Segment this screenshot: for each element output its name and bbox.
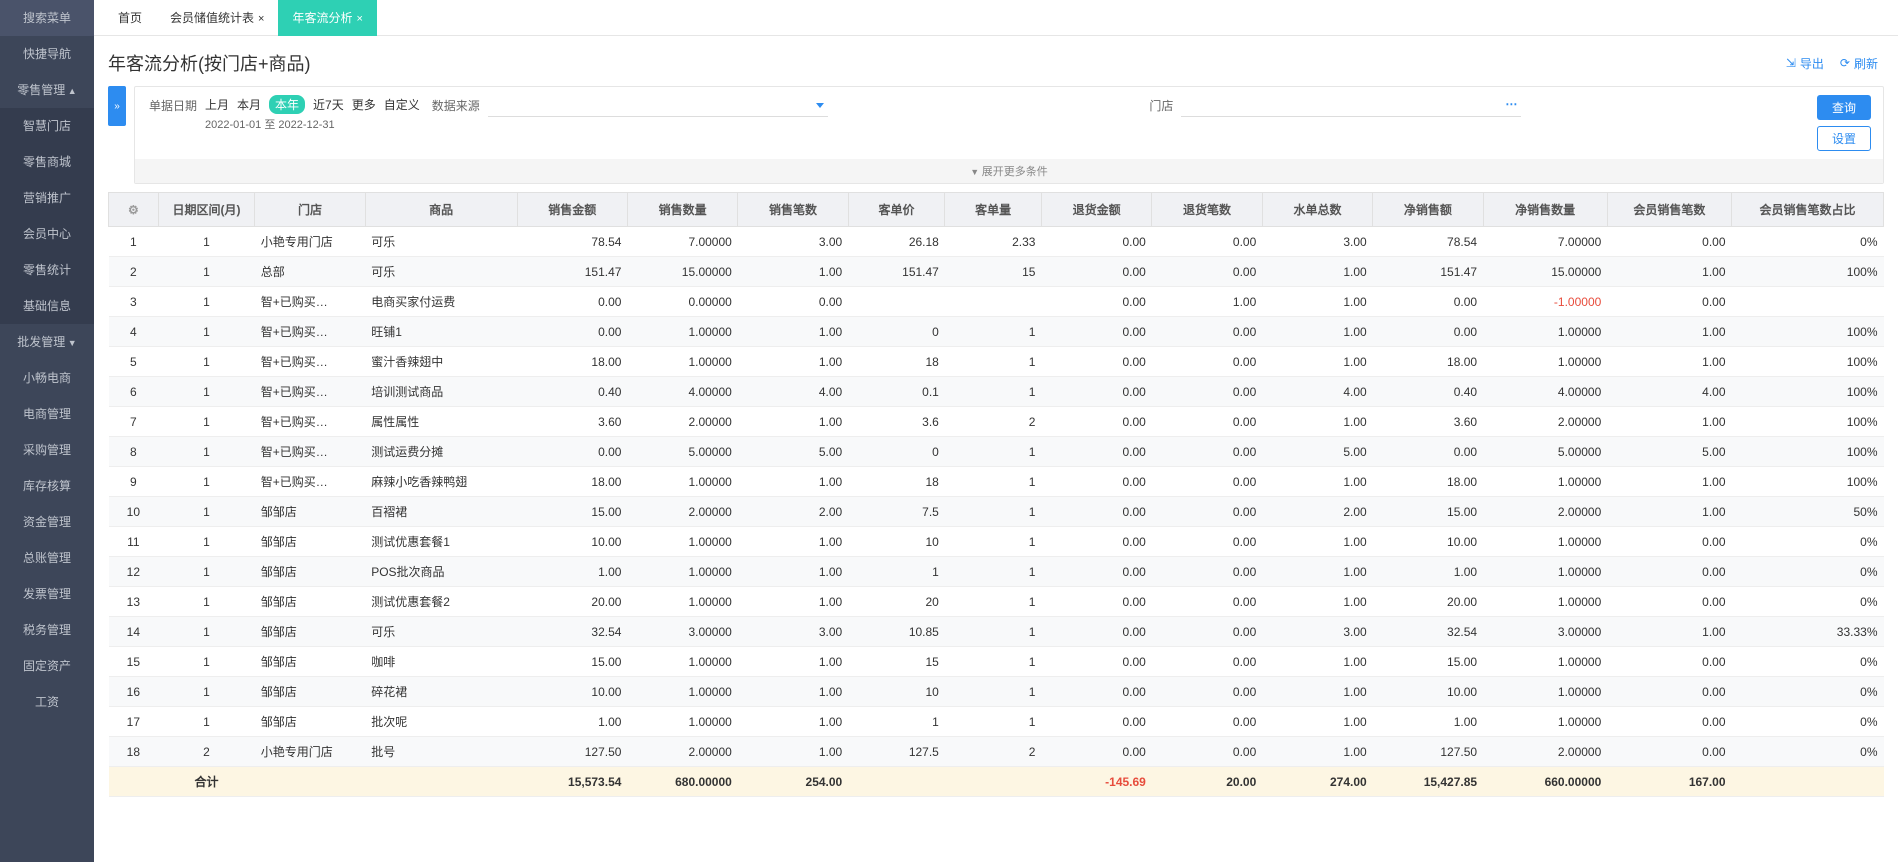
table-row[interactable]: 61智+已购买…培训测试商品0.404.000004.000.110.000.0… — [109, 377, 1884, 407]
table-row[interactable]: 81智+已购买…测试运费分摊0.005.000005.00010.000.005… — [109, 437, 1884, 467]
table-row[interactable]: 31智+已购买…电商买家付运费0.000.000000.000.001.001.… — [109, 287, 1884, 317]
export-button[interactable]: ⇲ 导出 — [1786, 55, 1824, 72]
sidebar-item[interactable]: 税务管理 — [0, 612, 94, 648]
table-row[interactable]: 71智+已购买…属性属性3.602.000001.003.620.000.001… — [109, 407, 1884, 437]
table-row[interactable]: 182小艳专用门店批号127.502.000001.00127.520.000.… — [109, 737, 1884, 767]
filter-collapse-toggle[interactable]: » — [108, 86, 126, 126]
date-shortcut[interactable]: 本年 — [269, 95, 305, 114]
tab-bar: 首页会员储值统计表×年客流分析× — [94, 0, 1898, 36]
column-header[interactable]: 销售笔数 — [738, 193, 848, 227]
column-header[interactable]: 水单总数 — [1262, 193, 1372, 227]
tab[interactable]: 首页 — [104, 0, 156, 36]
column-header[interactable]: 净销售额 — [1373, 193, 1483, 227]
sidebar-item[interactable]: 搜索菜单 — [0, 0, 94, 36]
refresh-icon: ⟳ — [1840, 56, 1850, 70]
gear-icon[interactable]: ⚙ — [128, 203, 139, 217]
table-row[interactable]: 131邹邹店测试优惠套餐220.001.000001.002010.000.00… — [109, 587, 1884, 617]
column-header[interactable]: 退货金额 — [1041, 193, 1151, 227]
sidebar-item[interactable]: 会员中心 — [0, 216, 94, 252]
table-row[interactable]: 51智+已购买…蜜汁香辣翅中18.001.000001.001810.000.0… — [109, 347, 1884, 377]
sidebar-item[interactable]: 资金管理 — [0, 504, 94, 540]
totals-row: 合计15,573.54680.00000254.00-145.6920.0027… — [109, 767, 1884, 797]
table-row[interactable]: 41智+已购买…旺铺10.001.000001.00010.000.001.00… — [109, 317, 1884, 347]
table-row[interactable]: 161邹邹店碎花裙10.001.000001.001010.000.001.00… — [109, 677, 1884, 707]
sidebar-item[interactable]: 总账管理 — [0, 540, 94, 576]
sidebar-item[interactable]: 批发管理 — [0, 324, 94, 360]
tab[interactable]: 会员储值统计表× — [156, 0, 278, 36]
sidebar-item[interactable]: 小畅电商 — [0, 360, 94, 396]
data-table: ⚙ 日期区间(月)门店商品销售金额销售数量销售笔数客单价客单量退货金额退货笔数水单… — [108, 192, 1884, 797]
sidebar-item[interactable]: 零售商城 — [0, 144, 94, 180]
query-button[interactable]: 查询 — [1817, 95, 1871, 120]
table-row[interactable]: 91智+已购买…麻辣小吃香辣鸭翅18.001.000001.001810.000… — [109, 467, 1884, 497]
table-row[interactable]: 121邹邹店POS批次商品1.001.000001.00110.000.001.… — [109, 557, 1884, 587]
column-header[interactable]: 商品 — [365, 193, 517, 227]
tab[interactable]: 年客流分析× — [278, 0, 376, 36]
column-header[interactable]: 客单量 — [945, 193, 1042, 227]
page-title: 年客流分析(按门店+商品) — [108, 50, 311, 76]
date-shortcut[interactable]: 本月 — [237, 96, 261, 113]
table-row[interactable]: 171邹邹店批次呢1.001.000001.00110.000.001.001.… — [109, 707, 1884, 737]
column-header[interactable]: 门店 — [255, 193, 365, 227]
sidebar-item[interactable]: 零售统计 — [0, 252, 94, 288]
column-header[interactable]: 会员销售笔数占比 — [1732, 193, 1884, 227]
column-header[interactable]: 销售数量 — [627, 193, 737, 227]
sidebar-item[interactable]: 库存核算 — [0, 468, 94, 504]
tab-close-icon[interactable]: × — [356, 13, 362, 25]
date-shortcut[interactable]: 自定义 — [384, 96, 420, 113]
store-select[interactable] — [1181, 95, 1521, 117]
sidebar-item[interactable]: 电商管理 — [0, 396, 94, 432]
sidebar-item[interactable]: 营销推广 — [0, 180, 94, 216]
table-row[interactable]: 111邹邹店测试优惠套餐110.001.000001.001010.000.00… — [109, 527, 1884, 557]
sidebar-item[interactable]: 零售管理 — [0, 72, 94, 108]
sidebar-item[interactable]: 快捷导航 — [0, 36, 94, 72]
sidebar-item[interactable]: 发票管理 — [0, 576, 94, 612]
sidebar-item[interactable]: 固定资产 — [0, 648, 94, 684]
column-header[interactable]: 退货笔数 — [1152, 193, 1262, 227]
sidebar: 搜索菜单快捷导航零售管理智慧门店零售商城营销推广会员中心零售统计基础信息批发管理… — [0, 0, 94, 862]
date-shortcuts: 上月本月本年近7天更多自定义 — [205, 95, 420, 114]
tab-close-icon[interactable]: × — [258, 13, 264, 25]
column-header[interactable]: 客单价 — [848, 193, 945, 227]
store-label: 门店 — [1123, 95, 1173, 114]
date-shortcut[interactable]: 近7天 — [313, 96, 344, 113]
column-header[interactable]: 销售金额 — [517, 193, 627, 227]
source-select[interactable] — [488, 95, 828, 117]
date-range: 2022-01-01 至 2022-12-31 — [205, 116, 420, 132]
table-row[interactable]: 141邹邹店可乐32.543.000003.0010.8510.000.003.… — [109, 617, 1884, 647]
column-header[interactable]: 会员销售笔数 — [1607, 193, 1731, 227]
sidebar-item[interactable]: 智慧门店 — [0, 108, 94, 144]
sidebar-item[interactable]: 工资 — [0, 684, 94, 720]
sidebar-item[interactable]: 采购管理 — [0, 432, 94, 468]
table-row[interactable]: 151邹邹店咖啡15.001.000001.001510.000.001.001… — [109, 647, 1884, 677]
sidebar-item[interactable]: 基础信息 — [0, 288, 94, 324]
table-row[interactable]: 101邹邹店百褶裙15.002.000002.007.510.000.002.0… — [109, 497, 1884, 527]
date-shortcut[interactable]: 更多 — [352, 96, 376, 113]
settings-button[interactable]: 设置 — [1817, 126, 1871, 151]
export-icon: ⇲ — [1786, 56, 1796, 70]
column-header[interactable]: 净销售数量 — [1483, 193, 1607, 227]
table-row[interactable]: 11小艳专用门店可乐78.547.000003.0026.182.330.000… — [109, 227, 1884, 257]
table-row[interactable]: 21总部可乐151.4715.000001.00151.47150.000.00… — [109, 257, 1884, 287]
column-header[interactable]: 日期区间(月) — [158, 193, 255, 227]
expand-more-conditions[interactable]: 展开更多条件 — [135, 159, 1883, 183]
source-label: 数据来源 — [430, 95, 480, 114]
date-shortcut[interactable]: 上月 — [205, 96, 229, 113]
date-label: 单据日期 — [147, 95, 197, 114]
refresh-button[interactable]: ⟳ 刷新 — [1840, 55, 1878, 72]
